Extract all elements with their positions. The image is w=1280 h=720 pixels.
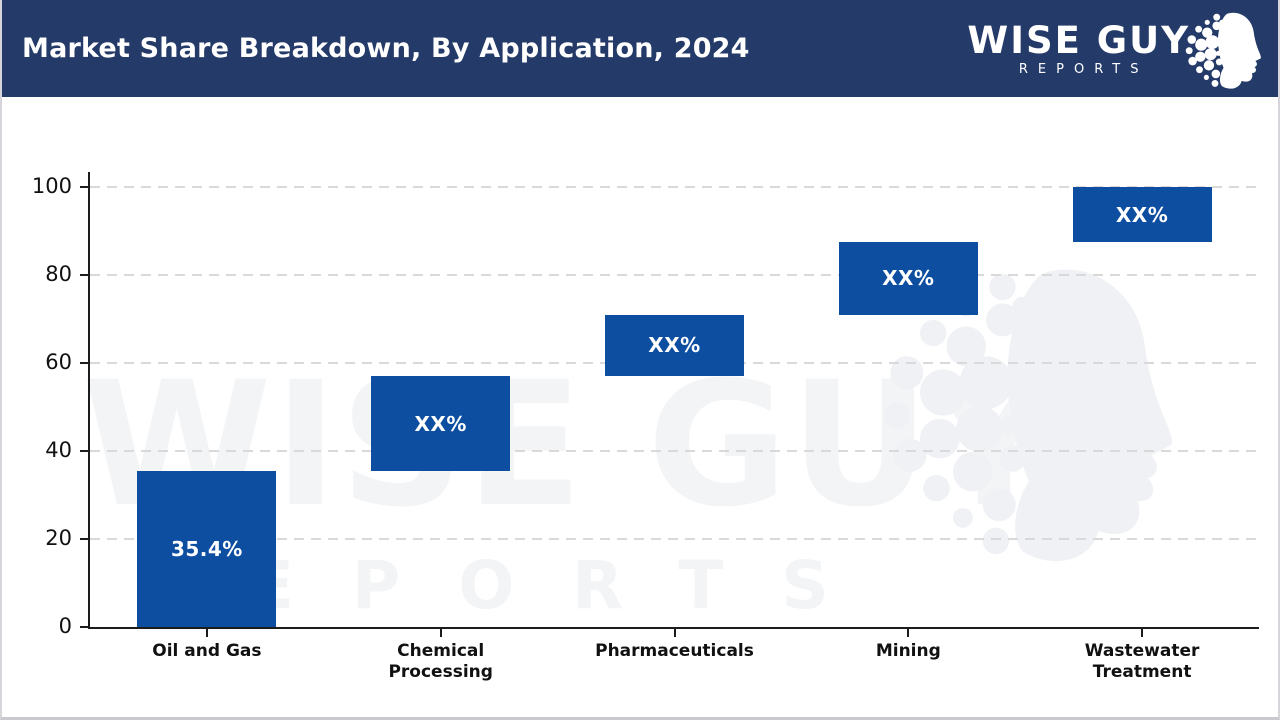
y-axis-tick <box>80 362 88 364</box>
y-tick-label: 60 <box>45 350 72 374</box>
bar-value-label: XX% <box>882 266 935 291</box>
x-category-label: Mining <box>875 641 941 661</box>
x-axis-line <box>88 627 1259 629</box>
bar-value-label: 35.4% <box>170 537 243 562</box>
x-axis-tick <box>907 629 910 637</box>
x-category-label: Chemical Processing <box>388 641 493 683</box>
bar-value-label: XX% <box>1115 202 1169 227</box>
y-axis-tick <box>80 450 88 452</box>
x-axis-tick <box>439 629 442 637</box>
x-axis-tick <box>205 629 208 637</box>
y-axis-tick <box>80 186 88 188</box>
logo-wordmark: WISE GUY <box>967 18 1190 62</box>
header-bar: Market Share Breakdown, By Application, … <box>2 0 1278 97</box>
wiseguy-head-icon <box>1185 12 1261 89</box>
gridline <box>90 186 1259 188</box>
y-axis-tick <box>80 274 88 276</box>
logo-subtitle: REPORTS <box>1018 61 1149 77</box>
x-axis-tick <box>1141 629 1144 637</box>
bar-oil-and-gas: 35.4% <box>137 471 277 627</box>
bar-chemical-processing: XX% <box>371 376 511 472</box>
bar-value-label: XX% <box>414 411 467 436</box>
bar-mining: XX% <box>838 242 978 315</box>
y-axis-line <box>88 172 90 627</box>
y-tick-label: 80 <box>45 262 72 286</box>
x-category-label: Wastewater Treatment <box>1084 641 1200 683</box>
y-tick-label: 20 <box>45 526 72 550</box>
y-axis-tick <box>80 626 88 628</box>
y-tick-label: 0 <box>58 614 72 638</box>
chart-title: Market Share Breakdown, By Application, … <box>22 33 750 64</box>
chart-canvas: WISE GUY REPORTS 0 20 40 60 80 100 35.4% Oil an… <box>2 97 1278 717</box>
bar-value-label: XX% <box>648 333 701 358</box>
plot-area: 0 20 40 60 80 100 35.4% Oil and Gas XX% Chemical … <box>32 172 1259 682</box>
gridline <box>90 450 1259 452</box>
bar-pharmaceuticals: XX% <box>605 314 744 377</box>
x-category-label: Oil and Gas <box>152 641 262 661</box>
y-axis-tick <box>80 538 88 540</box>
gridline <box>90 538 1259 540</box>
wiseguy-logo: WISE GUY REPORTS <box>967 6 1264 92</box>
bar-wastewater-treatment: XX% <box>1072 187 1212 242</box>
gridline <box>90 274 1259 276</box>
x-category-label: Pharmaceuticals <box>595 641 754 661</box>
x-axis-tick <box>673 629 676 637</box>
wiseguy-logo-text: WISE GUY REPORTS <box>967 22 1190 76</box>
y-tick-label: 100 <box>31 174 72 198</box>
y-tick-label: 40 <box>45 438 72 462</box>
